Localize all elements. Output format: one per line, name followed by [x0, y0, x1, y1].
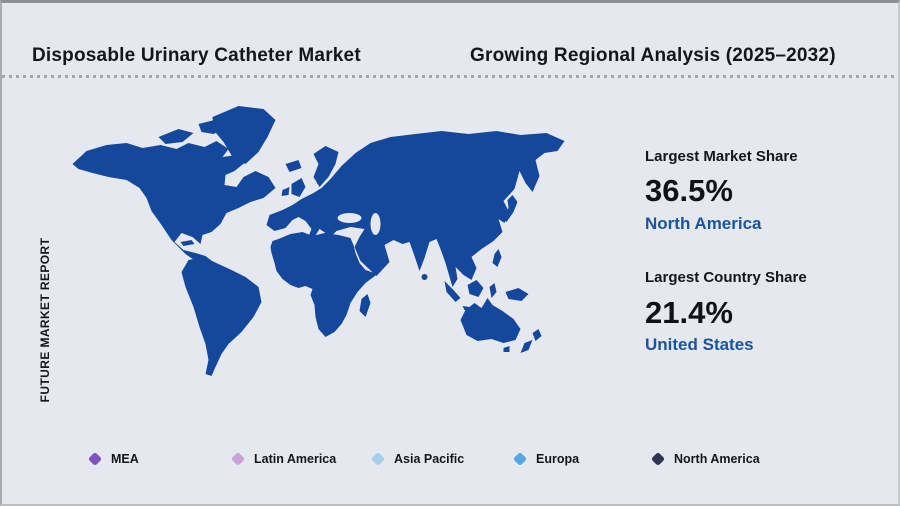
world-map-svg	[72, 106, 565, 376]
continent-north-america	[72, 141, 276, 268]
legend-item-asia-pacific: Asia Pacific	[370, 451, 465, 467]
country-share-region: United States	[645, 335, 754, 354]
new-guinea	[505, 288, 529, 301]
new-zealand	[520, 329, 542, 353]
market-share-region: North America	[645, 214, 762, 233]
legend-label: North America	[674, 452, 760, 466]
caspian-sea	[370, 213, 381, 235]
page-subtitle: Growing Regional Analysis (2025–2032)	[470, 45, 836, 66]
black-sea	[337, 213, 362, 223]
page-title: Disposable Urinary Catheter Market	[32, 45, 361, 66]
arctic-island-1	[158, 129, 194, 144]
north-america-marker-icon	[650, 451, 666, 467]
continents	[72, 106, 565, 376]
dotted-divider	[2, 75, 898, 78]
madagascar	[359, 294, 371, 317]
legend-item-north-america: North America	[650, 451, 760, 467]
asia-pacific-marker-icon	[370, 451, 386, 467]
philippines	[492, 249, 502, 267]
scandinavia	[313, 146, 339, 187]
legend-label: MEA	[111, 452, 139, 466]
japan	[502, 195, 518, 222]
sulawesi	[489, 283, 497, 298]
continent-eurasia	[266, 131, 565, 287]
market-share-value: 36.5%	[645, 173, 733, 208]
legend-label: Europa	[536, 452, 580, 466]
europa-marker-icon	[512, 451, 528, 467]
legend-label: Asia Pacific	[394, 452, 465, 466]
continent-africa	[270, 232, 378, 337]
borneo	[467, 280, 484, 297]
latin-america-marker-icon	[230, 451, 246, 467]
legend-item-mea: MEA	[87, 451, 139, 467]
legend-item-latin-america: Latin America	[230, 451, 337, 467]
cuba	[180, 240, 195, 246]
mea-marker-icon	[87, 451, 103, 467]
country-share-label: Largest Country Share	[645, 269, 807, 286]
legend-item-europa: Europa	[512, 451, 580, 467]
legend-label: Latin America	[254, 452, 337, 466]
uk-ireland	[281, 178, 306, 197]
brand-vertical-text: FUTURE MARKET REPORT	[38, 237, 52, 403]
country-share-value: 21.4%	[645, 295, 733, 330]
market-share-label: Largest Market Share	[645, 148, 798, 165]
continent-south-america	[181, 257, 262, 376]
sumatra	[444, 281, 461, 302]
continent-australia	[460, 298, 521, 343]
iceland	[285, 160, 302, 172]
sri-lanka	[421, 274, 428, 280]
greenland	[212, 106, 276, 164]
tasmania	[503, 346, 510, 352]
world-map	[60, 91, 625, 411]
